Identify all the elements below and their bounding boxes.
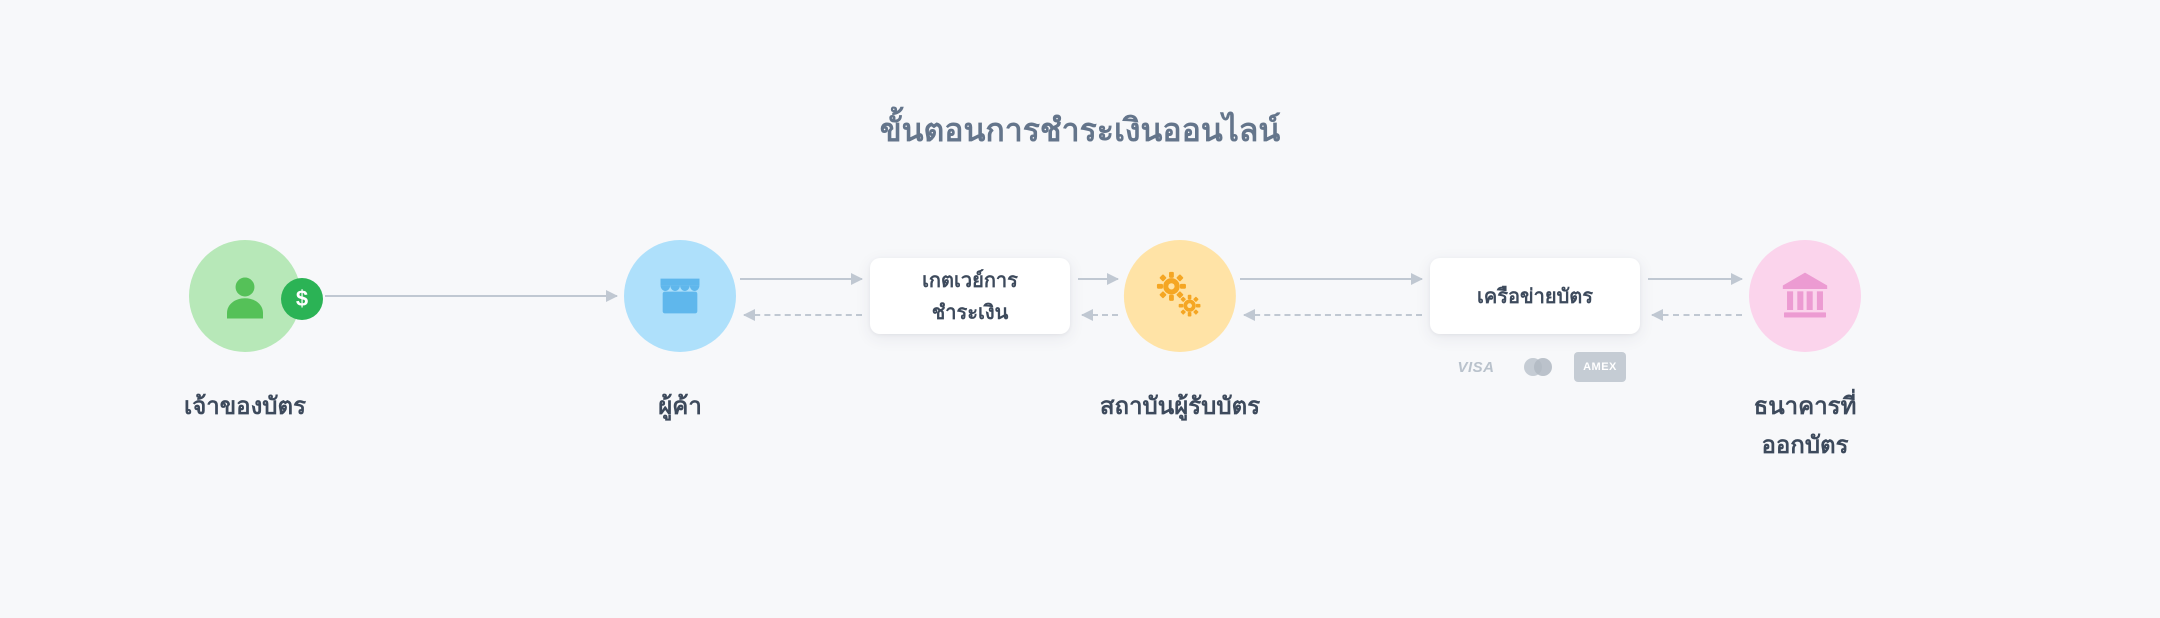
node-cardholder: $ เจ้าของบัตร <box>184 240 306 425</box>
pill-network: เครือข่ายบัตร <box>1430 258 1640 334</box>
merchant-label: ผู้ค้า <box>658 386 702 425</box>
amex-icon: AMEX <box>1574 352 1626 382</box>
arrow-acquirer-network <box>1240 278 1422 280</box>
visa-icon: VISA <box>1450 352 1502 382</box>
arrow-gateway-merchant <box>744 314 862 316</box>
node-acquirer: สถาบันผู้รับบัตร <box>1100 240 1260 425</box>
arrow-cardholder-merchant <box>325 295 617 297</box>
person-icon <box>218 269 272 323</box>
network-label: เครือข่ายบัตร <box>1477 280 1593 312</box>
mastercard-icon <box>1512 352 1564 382</box>
issuer-circle <box>1749 240 1861 352</box>
arrow-network-acquirer <box>1244 314 1422 316</box>
gateway-label: เกตเวย์การ ชำระเงิน <box>922 264 1018 328</box>
dollar-icon: $ <box>296 286 308 312</box>
dollar-badge: $ <box>281 278 323 320</box>
card-logos: VISA AMEX <box>1450 352 1626 382</box>
node-merchant: ผู้ค้า <box>624 240 736 425</box>
arrow-merchant-gateway <box>740 278 862 280</box>
arrow-network-issuer <box>1648 278 1742 280</box>
gears-icon <box>1151 267 1209 325</box>
merchant-circle <box>624 240 736 352</box>
acquirer-label: สถาบันผู้รับบัตร <box>1100 386 1260 425</box>
issuer-label: ธนาคารที่ ออกบัตร <box>1754 386 1857 464</box>
store-icon <box>654 270 706 322</box>
bank-icon <box>1777 268 1833 324</box>
cardholder-circle: $ <box>189 240 301 352</box>
arrow-issuer-network <box>1652 314 1742 316</box>
acquirer-circle <box>1124 240 1236 352</box>
flow-container: $ เจ้าของบัตร ผู้ค้า เกตเวย์การ ชำระเงิน <box>0 240 2160 490</box>
pill-gateway: เกตเวย์การ ชำระเงิน <box>870 258 1070 334</box>
diagram-title: ขั้นตอนการชำระเงินออนไลน์ <box>880 105 1281 156</box>
node-issuer: ธนาคารที่ ออกบัตร <box>1749 240 1861 464</box>
cardholder-label: เจ้าของบัตร <box>184 386 306 425</box>
